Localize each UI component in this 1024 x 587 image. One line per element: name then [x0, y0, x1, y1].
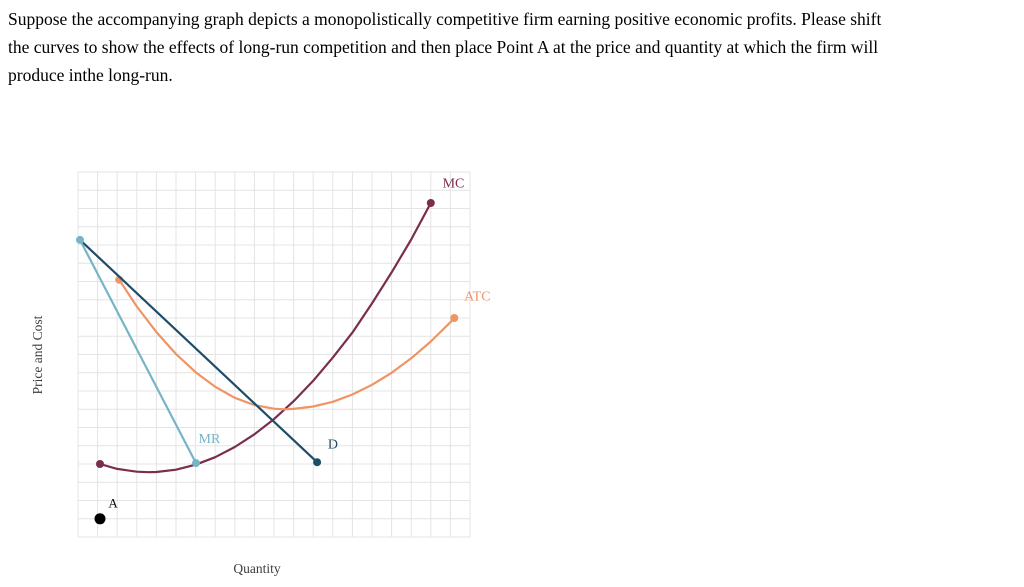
mr-curve-label: MR: [199, 432, 221, 447]
y-axis-label: Price and Cost: [30, 315, 45, 395]
mc-curve-label: MC: [443, 177, 465, 192]
question-line-2: the curves to show the effects of long-r…: [8, 37, 879, 57]
mc-endpoint-handle[interactable]: [96, 460, 104, 468]
graph-panel: MC ATC D MR A Price and Cost Quantity: [0, 158, 1024, 587]
x-axis-label: Quantity: [233, 561, 281, 576]
mc-curve[interactable]: [98, 201, 432, 474]
mr-curve[interactable]: [78, 238, 198, 465]
d-curve-label: D: [328, 438, 338, 453]
mc-endpoint-handle[interactable]: [426, 199, 435, 207]
question-line-1: Suppose the accompanying graph depicts a…: [8, 9, 882, 29]
mr-endpoint-handle[interactable]: [192, 459, 200, 468]
d-curve[interactable]: [78, 238, 319, 464]
question-text: Suppose the accompanying graph depicts a…: [8, 5, 1020, 89]
interactive-graph[interactable]: MC ATC D MR A: [0, 158, 560, 587]
d-endpoint-handle[interactable]: [313, 458, 322, 467]
mr-endpoint-handle[interactable]: [76, 235, 84, 244]
atc-endpoint-handle[interactable]: [450, 314, 459, 322]
atc-curve-label: ATC: [464, 290, 490, 305]
question-line-3: produce inthe long-run.: [8, 65, 173, 85]
point-a-label: A: [108, 495, 118, 510]
point-a[interactable]: [94, 513, 106, 525]
atc-curve[interactable]: [118, 278, 456, 411]
